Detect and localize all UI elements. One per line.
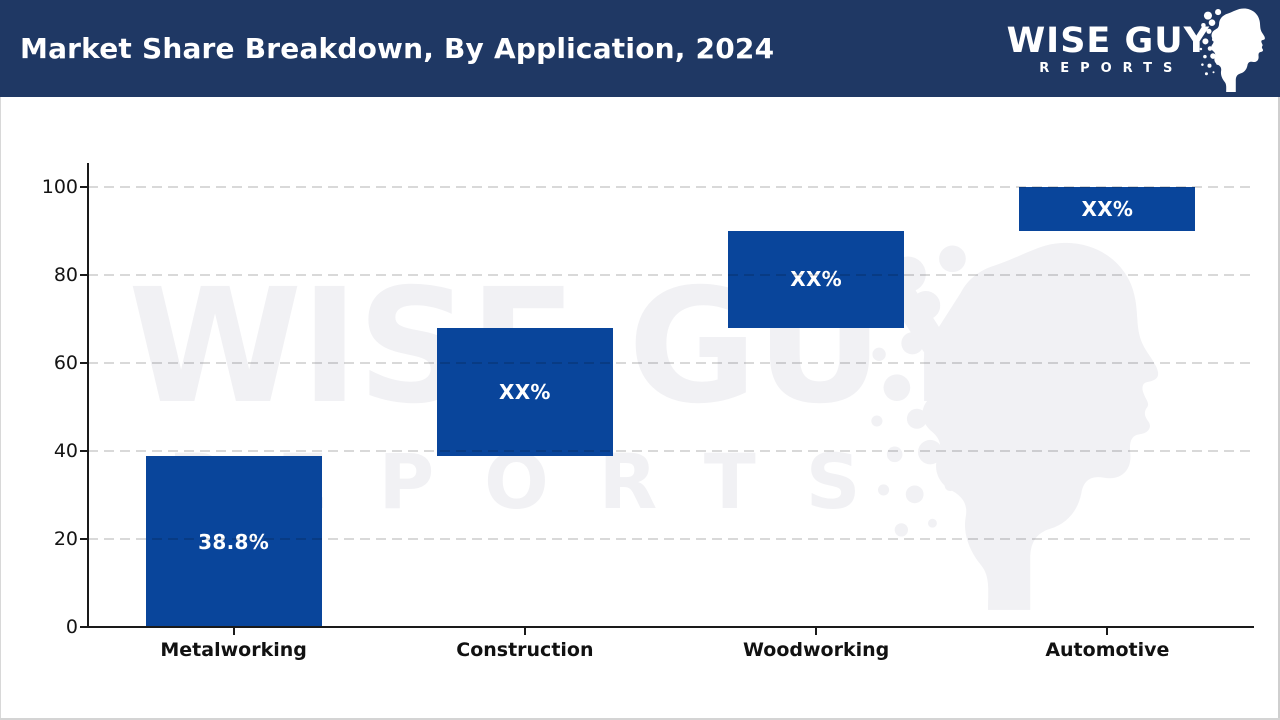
x-tick-label-construction: Construction <box>456 639 594 661</box>
x-tick-metalworking <box>232 628 235 635</box>
x-tick-construction <box>523 628 526 635</box>
y-tick-label-40: 40 <box>53 440 78 462</box>
y-axis-spine <box>87 163 89 628</box>
wise-guy-reports-logo: WISE GUY REPORTS <box>1007 4 1270 94</box>
bar-automotive: XX% <box>1019 187 1196 231</box>
y-tick-100 <box>80 186 88 188</box>
x-tick-label-automotive: Automotive <box>1045 639 1170 661</box>
logo-subtitle: REPORTS <box>1039 60 1184 76</box>
page-title: Market Share Breakdown, By Application, … <box>20 32 775 65</box>
logo-text: WISE GUY REPORTS <box>1006 20 1210 76</box>
logo-wordmark: WISE GUY <box>1006 20 1210 61</box>
x-tick-label-metalworking: Metalworking <box>160 639 307 661</box>
y-tick-80 <box>80 274 88 276</box>
x-axis-spine <box>87 626 1254 628</box>
y-tick-label-0: 0 <box>65 616 78 638</box>
bar-construction: XX% <box>436 327 613 457</box>
page-border-right <box>1278 97 1280 720</box>
gridline-60 <box>88 362 1253 364</box>
gridline-80 <box>88 274 1253 276</box>
x-tick-woodworking <box>815 628 818 635</box>
bar-value-label-metalworking: 38.8% <box>198 529 270 554</box>
y-tick-label-60: 60 <box>53 352 78 374</box>
y-tick-label-80: 80 <box>53 264 78 286</box>
y-tick-40 <box>80 450 88 452</box>
y-tick-label-20: 20 <box>53 528 78 550</box>
page-border-bottom <box>0 718 1280 720</box>
header-bar: Market Share Breakdown, By Application, … <box>0 0 1280 97</box>
page-border-left <box>0 97 1 720</box>
y-tick-20 <box>80 538 88 540</box>
bar-value-label-construction: XX% <box>498 380 551 405</box>
y-tick-label-100: 100 <box>41 176 78 198</box>
y-tick-0 <box>80 626 88 628</box>
bar-value-label-automotive: XX% <box>1081 197 1134 221</box>
y-tick-60 <box>80 362 88 364</box>
x-tick-automotive <box>1106 628 1109 635</box>
x-tick-label-woodworking: Woodworking <box>743 639 890 661</box>
watermark-face-icon <box>871 242 1159 610</box>
bar-woodworking: XX% <box>728 231 905 328</box>
gridline-100 <box>88 186 1253 188</box>
bar-value-label-woodworking: XX% <box>790 267 843 292</box>
bar-metalworking: 38.8% <box>145 456 322 627</box>
gridline-40 <box>88 450 1253 452</box>
gridline-20 <box>88 538 1253 540</box>
